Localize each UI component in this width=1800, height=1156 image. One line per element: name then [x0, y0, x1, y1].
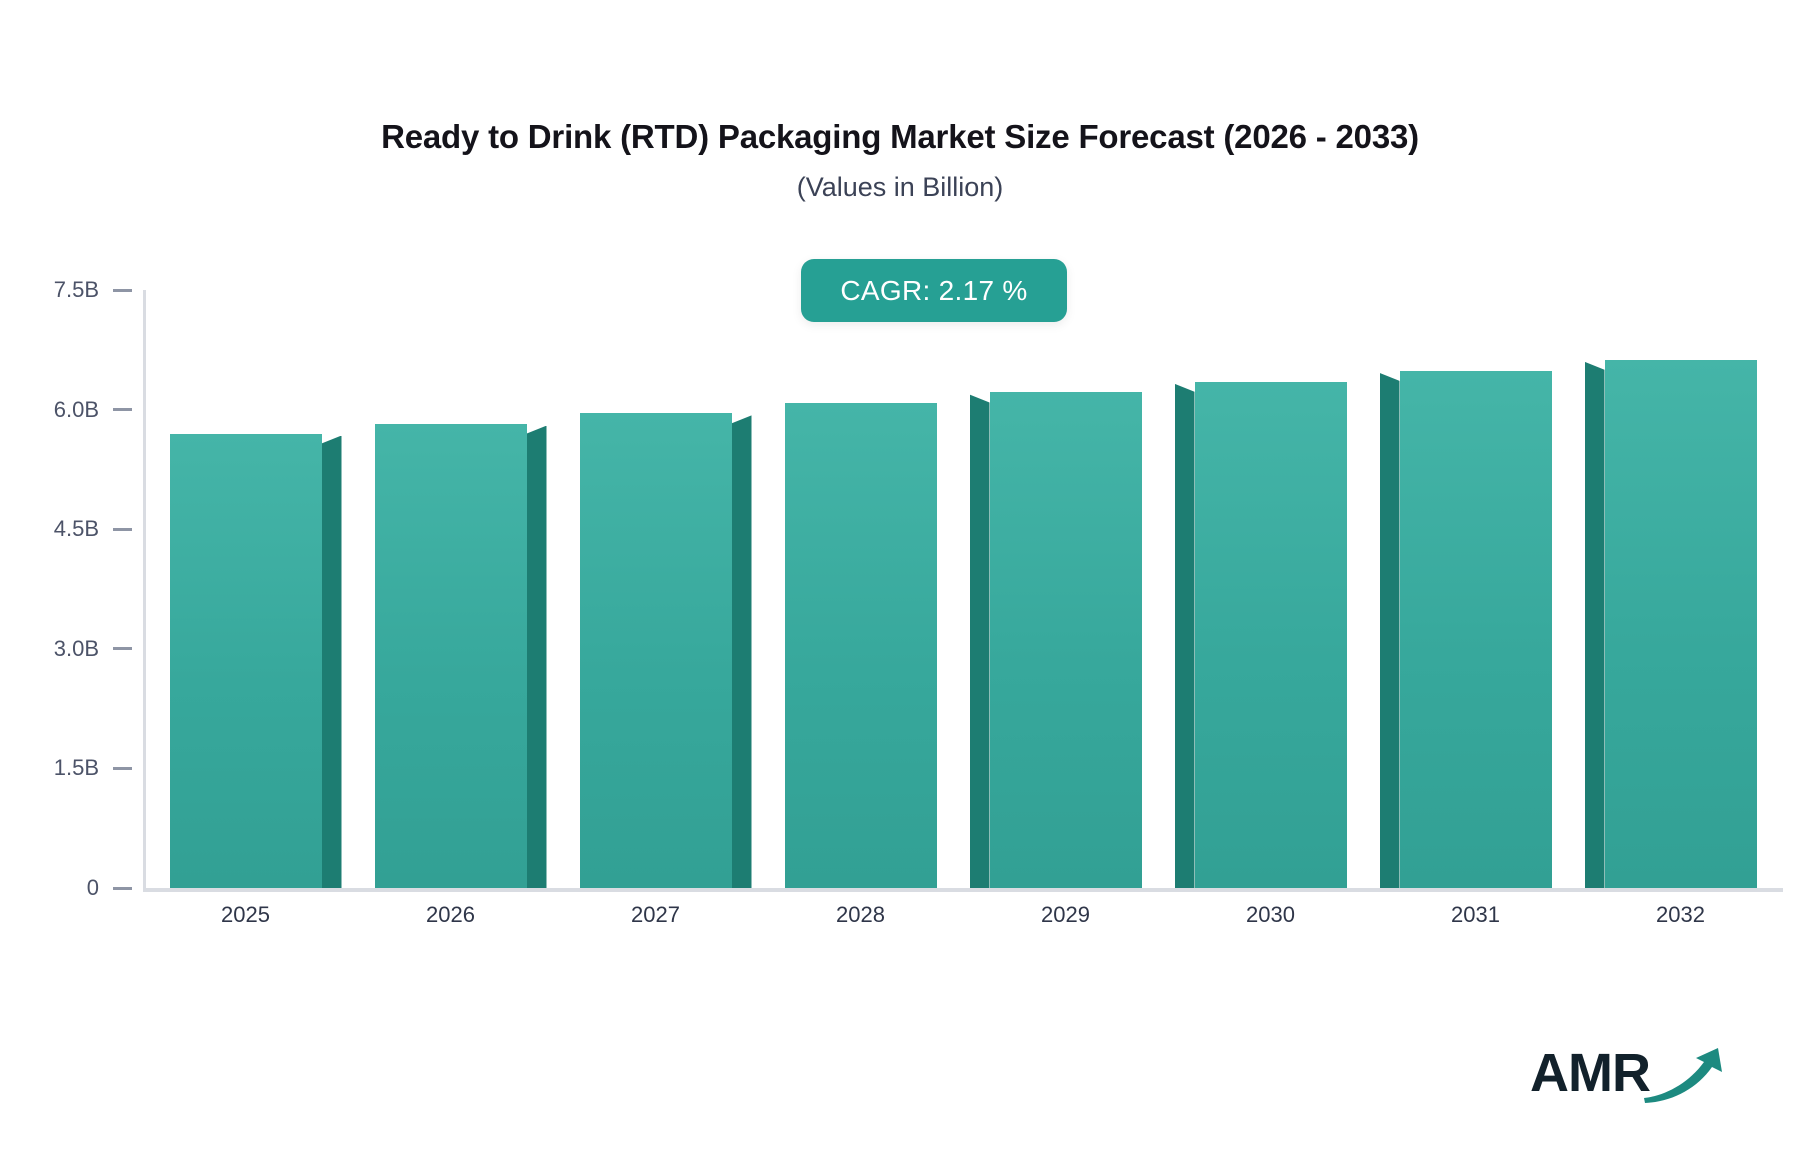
- x-axis-tick-label: 2031: [1451, 902, 1500, 927]
- x-axis-tick-label: 2025: [221, 902, 270, 927]
- y-axis-tick: 0: [27, 875, 132, 901]
- x-axis-line: [143, 888, 1783, 892]
- bar-face: [169, 433, 322, 888]
- bar[interactable]: 6.486 B: [1379, 370, 1552, 888]
- x-axis-tick-label: 2030: [1246, 902, 1295, 927]
- y-axis-tick-label: 1.5B: [53, 755, 99, 781]
- y-axis-line: [143, 290, 146, 890]
- x-axis-tick-label: 2026: [426, 902, 475, 927]
- bar[interactable]: 5.825 B: [374, 423, 547, 888]
- bar-face: [579, 413, 732, 888]
- bar-side-panel: [969, 394, 990, 888]
- bar-side-panel: [526, 425, 547, 888]
- y-axis-tick-mark: [113, 408, 132, 412]
- bar-series: 5.700 B5.825 B5.953 B6.083 B6.215 B6.349…: [143, 290, 1783, 888]
- bar[interactable]: 5.700 B: [169, 433, 342, 888]
- y-axis-tick-mark: [113, 288, 132, 292]
- y-axis-tick-label: 3.0B: [53, 635, 99, 661]
- y-axis-tick-mark: [113, 647, 132, 651]
- bar-slot: 6.349 B: [1168, 290, 1373, 888]
- bar[interactable]: 5.953 B: [579, 413, 752, 888]
- bar-face: [1604, 359, 1757, 888]
- amr-logo: AMR: [1530, 1040, 1730, 1112]
- amr-logo-text: AMR: [1530, 1043, 1651, 1103]
- y-axis-tick-label: 4.5B: [53, 516, 99, 542]
- bar-slot: 5.700 B: [143, 290, 348, 888]
- y-axis-tick: 7.5B: [27, 277, 132, 303]
- bar-slot: 6.215 B: [963, 290, 1168, 888]
- bar-side-panel: [321, 435, 342, 888]
- bar-side-panel: [1379, 372, 1400, 888]
- growth-arrow-icon: [1642, 1046, 1724, 1111]
- bar[interactable]: 6.625 B: [1584, 359, 1757, 888]
- x-axis-tick-label: 2032: [1656, 902, 1705, 927]
- y-axis-tick-mark: [113, 766, 132, 770]
- bar-face: [1194, 381, 1347, 888]
- bar-slot: 6.486 B: [1373, 290, 1578, 888]
- y-axis-tick: 6.0B: [27, 397, 132, 423]
- bar-side-panel: [1584, 361, 1605, 888]
- y-axis-tick: 1.5B: [27, 755, 132, 781]
- bar-side-panel: [1174, 383, 1195, 888]
- x-axis-tick-label: 2028: [836, 902, 885, 927]
- bar-slot: 5.825 B: [348, 290, 553, 888]
- x-axis-tick-label: 2027: [631, 902, 680, 927]
- bar[interactable]: 6.349 B: [1174, 381, 1347, 888]
- cagr-badge: CAGR: 2.17 %: [801, 259, 1067, 322]
- x-axis-labels: 2025 2026 2027 2028 2029 2030 2031 2032: [143, 902, 1783, 942]
- y-axis-ticks: 7.5B 6.0B 4.5B 3.0B 1.5B 0: [0, 277, 132, 900]
- bar-face: [989, 392, 1142, 888]
- bar-slot: 6.625 B: [1578, 290, 1783, 888]
- y-axis-tick-label: 7.5B: [53, 277, 99, 302]
- bar-slot: 6.083 B: [758, 290, 963, 888]
- page-title: Ready to Drink (RTD) Packaging Market Si…: [381, 118, 1419, 155]
- cagr-badge-label: CAGR: 2.17 %: [840, 274, 1028, 306]
- y-axis-tick: 4.5B: [27, 516, 132, 542]
- bar[interactable]: 6.083 B: [784, 402, 937, 888]
- bar-slot: 5.953 B: [553, 290, 758, 888]
- y-axis-tick: 3.0B: [27, 636, 132, 662]
- y-axis-tick-mark: [113, 886, 132, 890]
- bar-face: [1399, 370, 1552, 888]
- bar[interactable]: 6.215 B: [969, 392, 1142, 888]
- chart-subtitle: (Values in Billion): [796, 172, 1004, 202]
- bar-face: [784, 402, 937, 888]
- y-axis-tick-label: 6.0B: [53, 396, 99, 422]
- bar-face: [374, 423, 527, 888]
- y-axis-tick-label: 0: [86, 875, 99, 900]
- x-axis-tick-label: 2029: [1041, 902, 1090, 927]
- y-axis-tick-mark: [113, 527, 132, 531]
- bar-side-panel: [731, 415, 752, 888]
